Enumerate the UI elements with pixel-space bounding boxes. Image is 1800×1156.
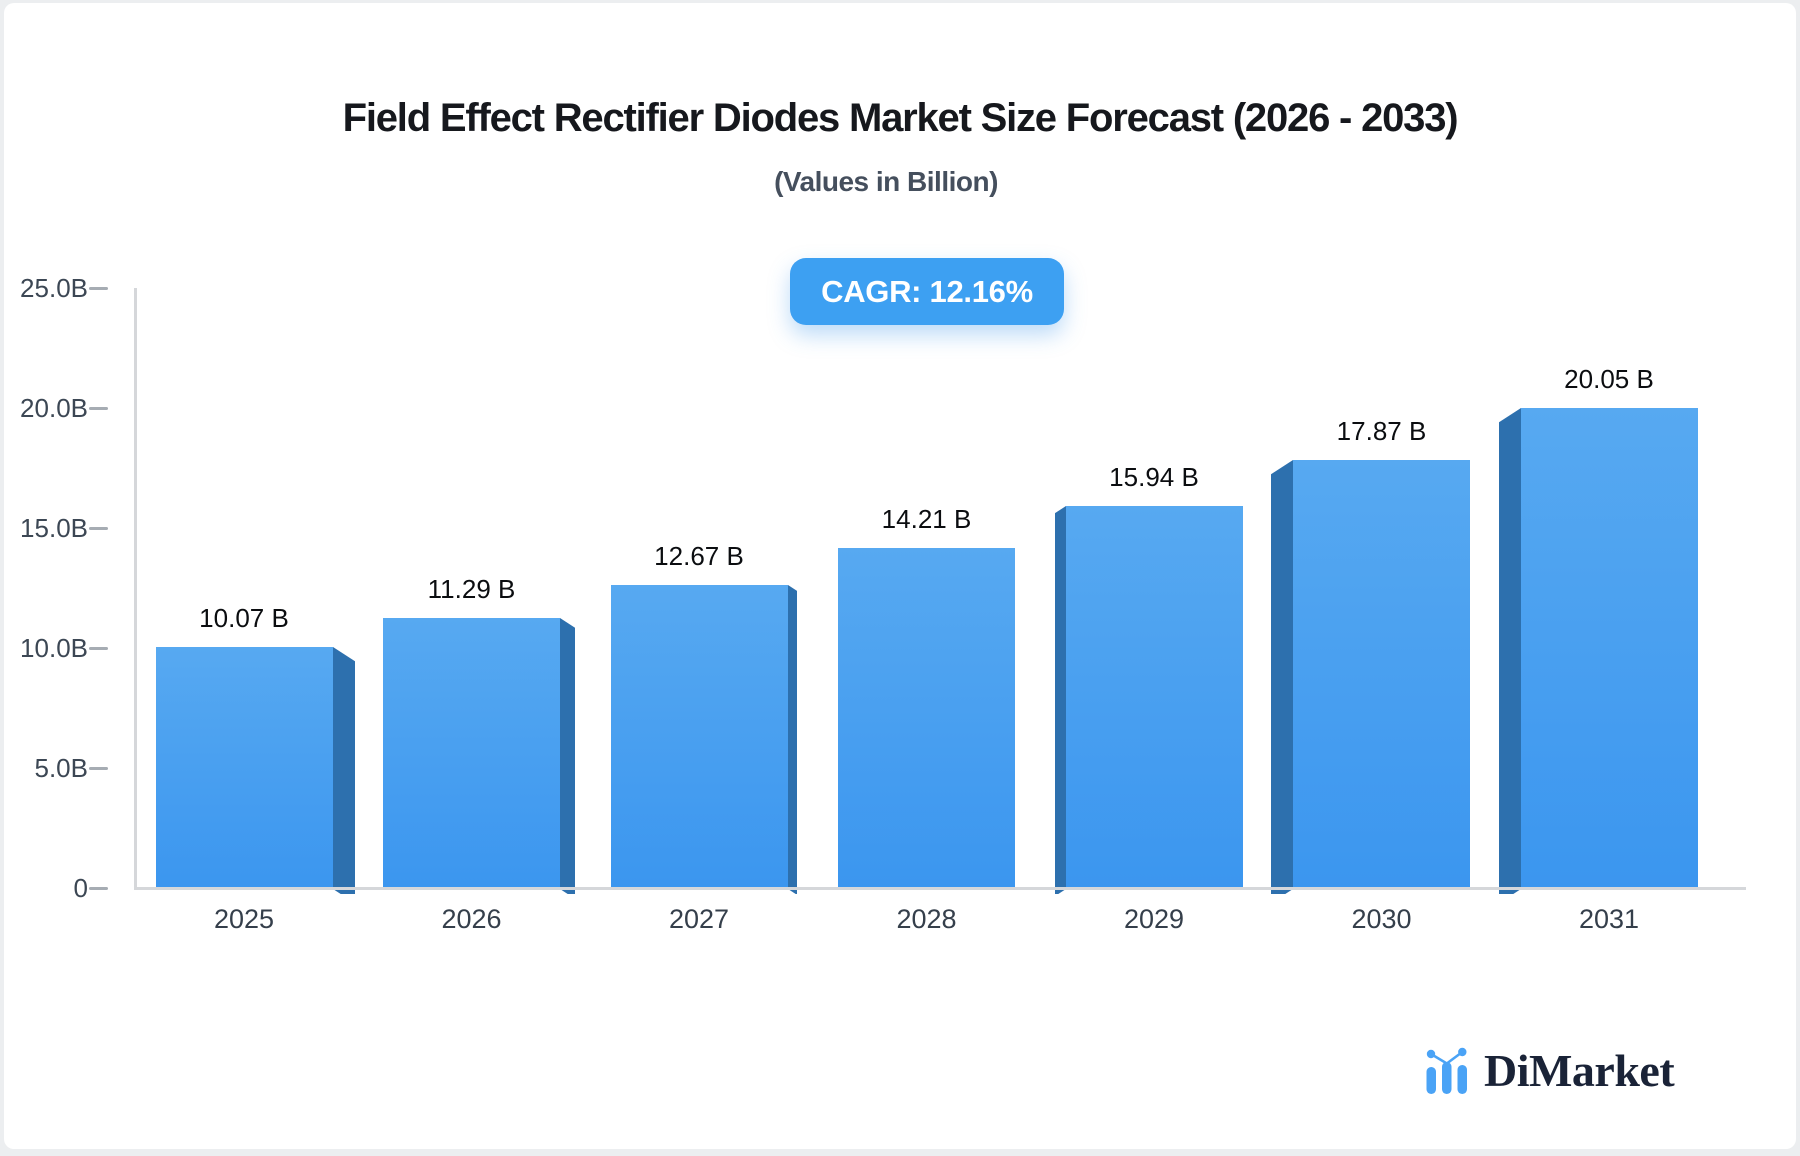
x-axis-label: 2030 (1351, 904, 1412, 934)
brand-logo: DiMarket (1425, 1043, 1675, 1096)
y-tick-label: 5.0B (34, 753, 89, 783)
bar-side-face (560, 618, 575, 894)
bar-side-face (1271, 460, 1293, 894)
brand-name: DiMarket (1484, 1045, 1675, 1096)
bar-value-label: 15.94 B (1109, 462, 1199, 492)
y-tick-label: 15.0B (20, 513, 88, 543)
bar-face (1293, 460, 1470, 889)
bar-2025 (155, 647, 355, 894)
y-tick-dash (89, 526, 108, 530)
y-axis-line (134, 288, 137, 889)
bar-face (1520, 408, 1698, 889)
chart-card: Field Effect Rectifier Diodes Market Siz… (4, 3, 1796, 1149)
bar-2031 (1498, 408, 1698, 894)
bar-face (838, 548, 1015, 889)
x-axis-line (134, 887, 1746, 890)
x-axis-label: 2025 (213, 904, 275, 934)
bar-side-face (1498, 408, 1521, 894)
bar-face (1065, 506, 1243, 889)
x-axis-label: 2031 (1578, 904, 1640, 934)
bar-2030 (1271, 460, 1470, 894)
bar-value-label: 11.29 B (427, 574, 516, 604)
y-tick-label: 25.0B (20, 273, 88, 303)
bar-face (155, 647, 333, 889)
bar-value-label: 17.87 B (1336, 416, 1427, 446)
y-tick-dash (89, 886, 108, 890)
y-tick-dash (89, 646, 108, 650)
y-tick-dash (89, 406, 108, 410)
bar-2028 (838, 548, 1015, 889)
bar-value-label: 10.07 B (199, 603, 289, 633)
chart-plot-area: 10.07 B 11.29 B 12.67 B 14.21 B 15.94 B 17.87… (4, 3, 1800, 894)
x-axis-label: 2027 (668, 904, 730, 934)
bar-line-chart-icon (1426, 1047, 1467, 1094)
x-axis-label: 2028 (896, 904, 957, 934)
bar-value-label: 12.67 B (654, 541, 744, 571)
bar-value-label: 14.21 B (881, 504, 972, 534)
chart-subtitle: (Values in Billion) (774, 166, 998, 197)
y-tick-dash (89, 286, 108, 290)
y-tick-label: 20.0B (20, 393, 88, 423)
y-tick-dash (89, 766, 108, 770)
bar-2027 (610, 585, 797, 894)
y-tick-label: 0 (73, 873, 88, 903)
bar-side-face (787, 585, 797, 894)
bar-face (610, 585, 788, 889)
x-axis-label: 2026 (441, 904, 502, 934)
x-axis-label: 2029 (1123, 904, 1185, 934)
bar-2026 (383, 618, 575, 894)
cagr-badge: CAGR: 12.16% (790, 258, 1064, 325)
bar-side-face (1054, 506, 1066, 894)
bar-face (383, 618, 560, 889)
bar-2029 (1054, 506, 1243, 894)
y-tick-label: 10.0B (20, 633, 88, 663)
chart-title: Field Effect Rectifier Diodes Market Siz… (342, 96, 1459, 140)
bar-side-face (332, 647, 355, 894)
bar-value-label: 20.05 B (1564, 364, 1654, 394)
